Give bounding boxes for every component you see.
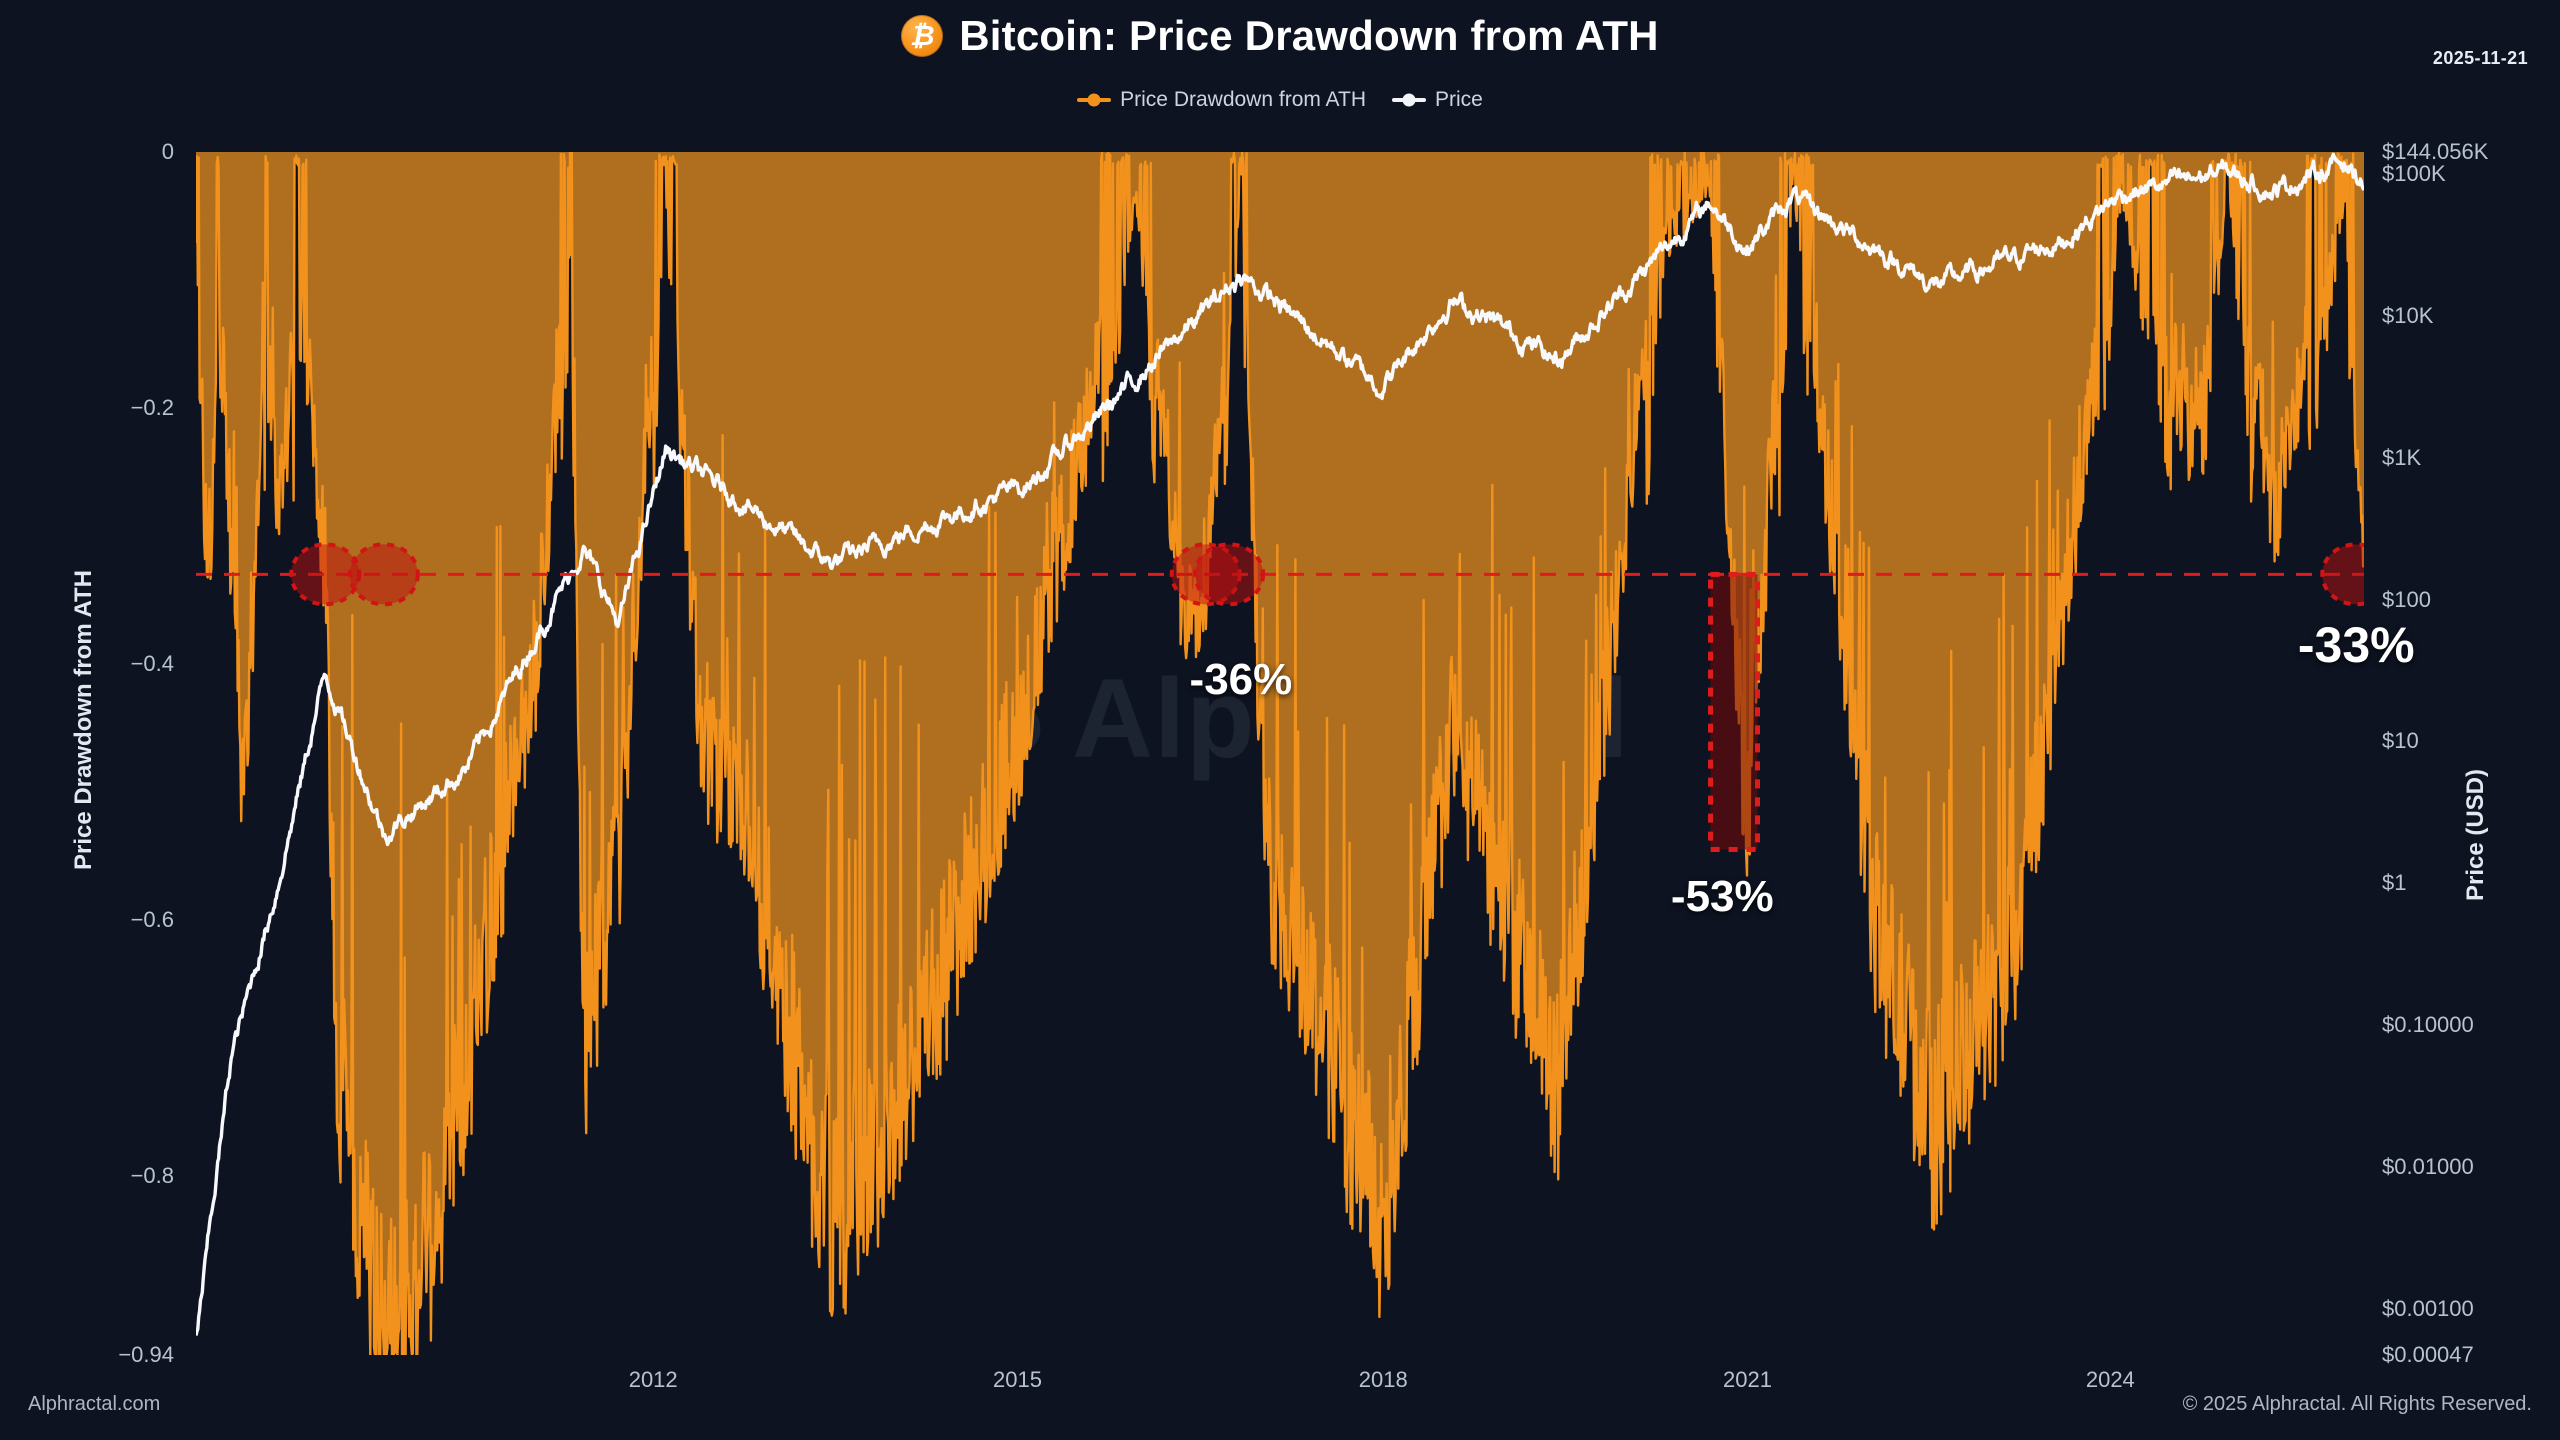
annotation-label: -36% bbox=[1189, 654, 1293, 704]
legend-label: Price bbox=[1434, 88, 1483, 111]
y-axis-right-tick: $0.01000 bbox=[2382, 1153, 2474, 1179]
bitcoin-glyph: ₿ bbox=[909, 20, 935, 51]
y-axis-right-tick: $0.00100 bbox=[2382, 1295, 2474, 1321]
y-axis-left-tick: −0.2 bbox=[130, 394, 174, 420]
legend-item-drawdown[interactable]: Price Drawdown from ATH bbox=[1077, 88, 1366, 112]
y-axis-right-title: Price (USD) bbox=[2462, 769, 2489, 902]
x-axis-tick: 2021 bbox=[1723, 1367, 1772, 1392]
x-axis-tick: 2015 bbox=[992, 1367, 1042, 1392]
y-axis-right-tick: $100 bbox=[2382, 586, 2431, 612]
x-axis-tick: 2018 bbox=[1358, 1367, 1408, 1392]
y-axis-right-tick: $144.056K bbox=[2382, 139, 2489, 164]
drawdown-area bbox=[196, 152, 2364, 1355]
y-axis-right-tick: $1K bbox=[2382, 444, 2422, 470]
y-axis-left-tick: −0.4 bbox=[130, 650, 174, 676]
title-block: ₿ Bitcoin: Price Drawdown from ATH bbox=[0, 12, 2560, 60]
y-axis-right-tick: $10 bbox=[2382, 728, 2419, 754]
legend-label: Price Drawdown from ATH bbox=[1120, 88, 1366, 111]
report-date: 2025-11-21 bbox=[2432, 48, 2528, 68]
y-axis-right-tick: $0.00047 bbox=[2382, 1342, 2474, 1367]
y-axis-right-tick: $0.10000 bbox=[2382, 1012, 2474, 1037]
plot-clip: Alphractal bbox=[196, 152, 2364, 1355]
page-title: Bitcoin: Price Drawdown from ATH bbox=[959, 12, 1659, 59]
legend-marker-icon bbox=[1077, 98, 1112, 102]
chart-canvas bbox=[196, 152, 2364, 1355]
x-axis-tick: 2024 bbox=[2085, 1367, 2135, 1392]
x-axis-tick: 2012 bbox=[628, 1367, 678, 1392]
y-axis-left-tick: −0.8 bbox=[130, 1162, 174, 1188]
annotation-label: -53% bbox=[1670, 872, 1774, 922]
y-axis-left-tick: −0.6 bbox=[130, 906, 174, 932]
plot-area[interactable]: Alphractal -36% -53% -33% bbox=[196, 152, 2415, 1355]
threshold-marker[interactable] bbox=[2320, 542, 2364, 607]
y-axis-left-title: Price Drawdown from ATH bbox=[70, 569, 97, 871]
y-axis-right-tick: $100K bbox=[2382, 161, 2446, 187]
y-axis-right-tick: $1 bbox=[2382, 870, 2407, 896]
threshold-marker[interactable] bbox=[347, 542, 420, 607]
footer-site[interactable]: Alphractal.com bbox=[28, 1393, 161, 1415]
y-axis-left-tick: 0 bbox=[161, 139, 174, 164]
bitcoin-icon: ₿ bbox=[901, 15, 944, 57]
legend-item-price[interactable]: Price bbox=[1391, 88, 1483, 112]
legend-marker-icon bbox=[1391, 98, 1426, 102]
highlight-box bbox=[1708, 571, 1761, 852]
chart-header: ₿ Bitcoin: Price Drawdown from ATH 2025-… bbox=[0, 0, 2560, 80]
chart-legend: Price Drawdown from ATH Price bbox=[0, 88, 2560, 112]
y-axis-right-tick: $10K bbox=[2382, 303, 2434, 329]
price-line bbox=[196, 152, 2364, 1336]
threshold-marker[interactable] bbox=[1193, 542, 1266, 607]
annotation-label: -33% bbox=[2297, 617, 2415, 674]
y-axis-left-tick: −0.94 bbox=[118, 1342, 174, 1367]
footer-copyright: © 2025 Alphractal. All Rights Reserved. bbox=[2182, 1393, 2532, 1415]
drawdown-line bbox=[196, 152, 2364, 1355]
